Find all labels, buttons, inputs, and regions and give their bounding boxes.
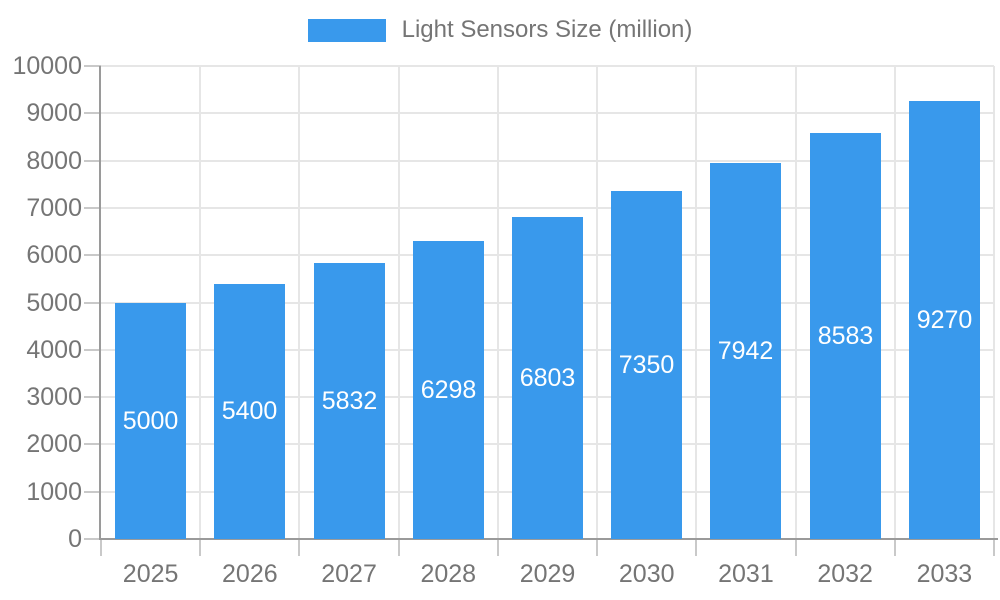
y-axis-label: 9000 xyxy=(26,99,82,128)
bar-value-label: 6803 xyxy=(519,364,576,393)
v-gridline xyxy=(298,66,301,539)
v-gridline xyxy=(496,66,499,539)
x-axis-tick xyxy=(496,540,499,556)
bar-value-label: 7350 xyxy=(618,351,675,380)
x-axis-label: 2028 xyxy=(420,560,477,588)
x-axis-tick xyxy=(596,540,599,556)
bar-value-label: 8583 xyxy=(817,322,874,350)
bar[interactable] xyxy=(115,302,186,539)
y-axis-label: 3000 xyxy=(26,383,82,412)
x-axis-label: 2025 xyxy=(122,560,179,588)
bar-value-label: 6298 xyxy=(420,376,477,405)
x-axis-tick xyxy=(893,540,896,556)
x-axis-tick xyxy=(298,540,301,556)
x-axis-tick xyxy=(993,540,995,556)
y-axis-tick xyxy=(84,443,101,446)
y-axis-tick xyxy=(84,159,101,162)
y-axis-tick xyxy=(84,254,101,257)
h-gridline xyxy=(101,112,994,115)
y-axis-label: 6000 xyxy=(26,241,82,270)
h-gridline xyxy=(101,206,994,209)
v-gridline xyxy=(993,66,995,539)
y-axis-tick xyxy=(84,490,101,493)
bar-value-label: 7942 xyxy=(717,337,774,366)
x-axis-label: 2033 xyxy=(916,560,973,588)
bar-value-label: 5000 xyxy=(122,406,179,435)
x-axis-label: 2027 xyxy=(321,560,377,588)
x-axis-label: 2032 xyxy=(817,560,873,588)
y-axis-tick xyxy=(84,112,101,115)
legend-label: Light Sensors Size (million) xyxy=(401,16,693,43)
h-gridline xyxy=(101,65,994,67)
bar-value-label: 5400 xyxy=(221,397,278,426)
y-axis-label: 5000 xyxy=(26,288,82,317)
y-axis-label: 10000 xyxy=(12,52,82,80)
x-axis-tick xyxy=(794,540,797,556)
bar[interactable] xyxy=(909,100,980,539)
bar-value-label: 5832 xyxy=(321,387,378,416)
y-axis-tick xyxy=(84,396,101,399)
h-gridline xyxy=(101,159,994,162)
x-axis-line xyxy=(99,538,998,540)
v-gridline xyxy=(893,66,896,539)
y-axis-label: 4000 xyxy=(26,335,82,364)
v-gridline xyxy=(199,66,202,539)
bar[interactable] xyxy=(611,191,682,539)
y-axis-label: 7000 xyxy=(26,193,82,222)
y-axis-tick xyxy=(84,301,101,304)
y-axis-label: 0 xyxy=(68,525,82,553)
y-axis-line xyxy=(99,66,101,540)
legend-swatch xyxy=(307,18,386,42)
y-axis-label: 2000 xyxy=(26,430,82,459)
y-axis-tick xyxy=(84,65,101,67)
bar[interactable] xyxy=(810,133,881,539)
y-axis-tick xyxy=(84,206,101,209)
v-gridline xyxy=(397,66,400,539)
x-axis-label: 2030 xyxy=(618,560,675,588)
bar[interactable] xyxy=(214,283,285,539)
bar[interactable] xyxy=(512,217,583,539)
bar-value-label: 9270 xyxy=(916,305,973,334)
x-axis-tick xyxy=(100,540,102,556)
v-gridline xyxy=(596,66,599,539)
bar[interactable] xyxy=(314,263,385,539)
x-axis-tick xyxy=(199,540,202,556)
chart-legend[interactable]: Light Sensors Size (million) xyxy=(0,16,1000,43)
x-axis-label: 2026 xyxy=(222,560,278,588)
bar[interactable] xyxy=(413,241,484,539)
x-axis-label: 2031 xyxy=(718,560,774,588)
y-axis-tick xyxy=(84,348,101,351)
x-axis-tick xyxy=(397,540,400,556)
y-axis-tick xyxy=(84,538,101,540)
v-gridline xyxy=(695,66,698,539)
bar[interactable] xyxy=(710,163,781,539)
x-axis-label: 2029 xyxy=(519,560,576,588)
x-axis-tick xyxy=(695,540,698,556)
y-axis-label: 8000 xyxy=(26,146,82,175)
v-gridline xyxy=(794,66,797,539)
y-axis-label: 1000 xyxy=(26,477,82,506)
